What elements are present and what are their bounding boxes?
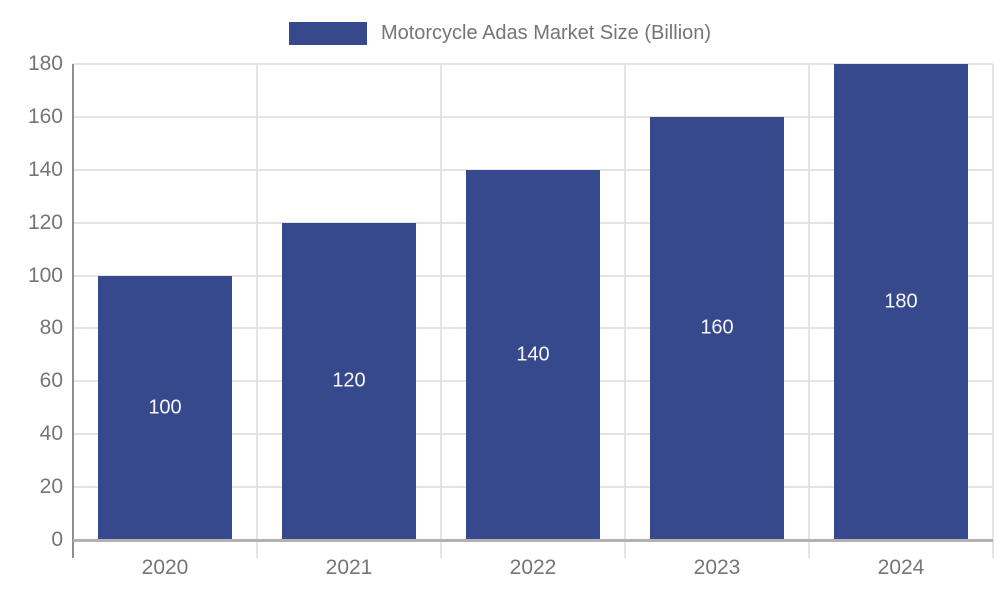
gridline-x-5 — [992, 64, 994, 558]
bar-value-label-2022: 140 — [516, 343, 550, 366]
gridline-y-160 — [73, 115, 993, 118]
bar-value-label-2023: 160 — [700, 316, 734, 339]
bar-2023 — [650, 116, 784, 540]
legend-label: Motorcycle Adas Market Size (Billion) — [380, 21, 712, 44]
y-tick-label-180: 180 — [27, 52, 63, 75]
y-tick-label-160: 160 — [27, 104, 63, 128]
bar-2021 — [282, 222, 416, 540]
y-tick-label-120: 120 — [27, 210, 63, 234]
y-tick-label-0: 0 — [51, 528, 63, 551]
bar-2022 — [466, 169, 600, 540]
y-tick-label-40: 40 — [39, 422, 63, 446]
y-tick-label-80: 80 — [39, 316, 63, 340]
bar-value-label-2021: 120 — [332, 369, 366, 392]
bar-value-label-2020: 100 — [148, 396, 182, 419]
y-axis-line — [72, 64, 74, 558]
gridline-x-3 — [624, 64, 626, 558]
y-tick-label-20: 20 — [39, 475, 63, 499]
y-tick-label-100: 100 — [27, 263, 63, 287]
legend: Motorcycle Adas Market Size (Billion) — [0, 18, 1000, 48]
gridline-y-180 — [73, 63, 993, 65]
bar-value-label-2024: 180 — [884, 290, 918, 313]
gridline-x-2 — [440, 64, 442, 558]
legend-swatch — [288, 21, 367, 45]
bar-2020 — [98, 275, 232, 540]
x-tick-label-2020: 2020 — [141, 556, 189, 579]
x-tick-label-2023: 2023 — [693, 556, 741, 579]
y-tick-label-60: 60 — [39, 369, 63, 393]
x-tick-label-2021: 2021 — [325, 556, 373, 579]
x-tick-label-2022: 2022 — [509, 556, 557, 579]
gridline-x-4 — [808, 64, 810, 558]
x-axis-line — [73, 539, 993, 542]
gridline-x-1 — [256, 64, 258, 558]
x-tick-label-2024: 2024 — [877, 556, 925, 579]
bar-2024 — [834, 64, 968, 540]
y-tick-label-140: 140 — [27, 157, 63, 181]
